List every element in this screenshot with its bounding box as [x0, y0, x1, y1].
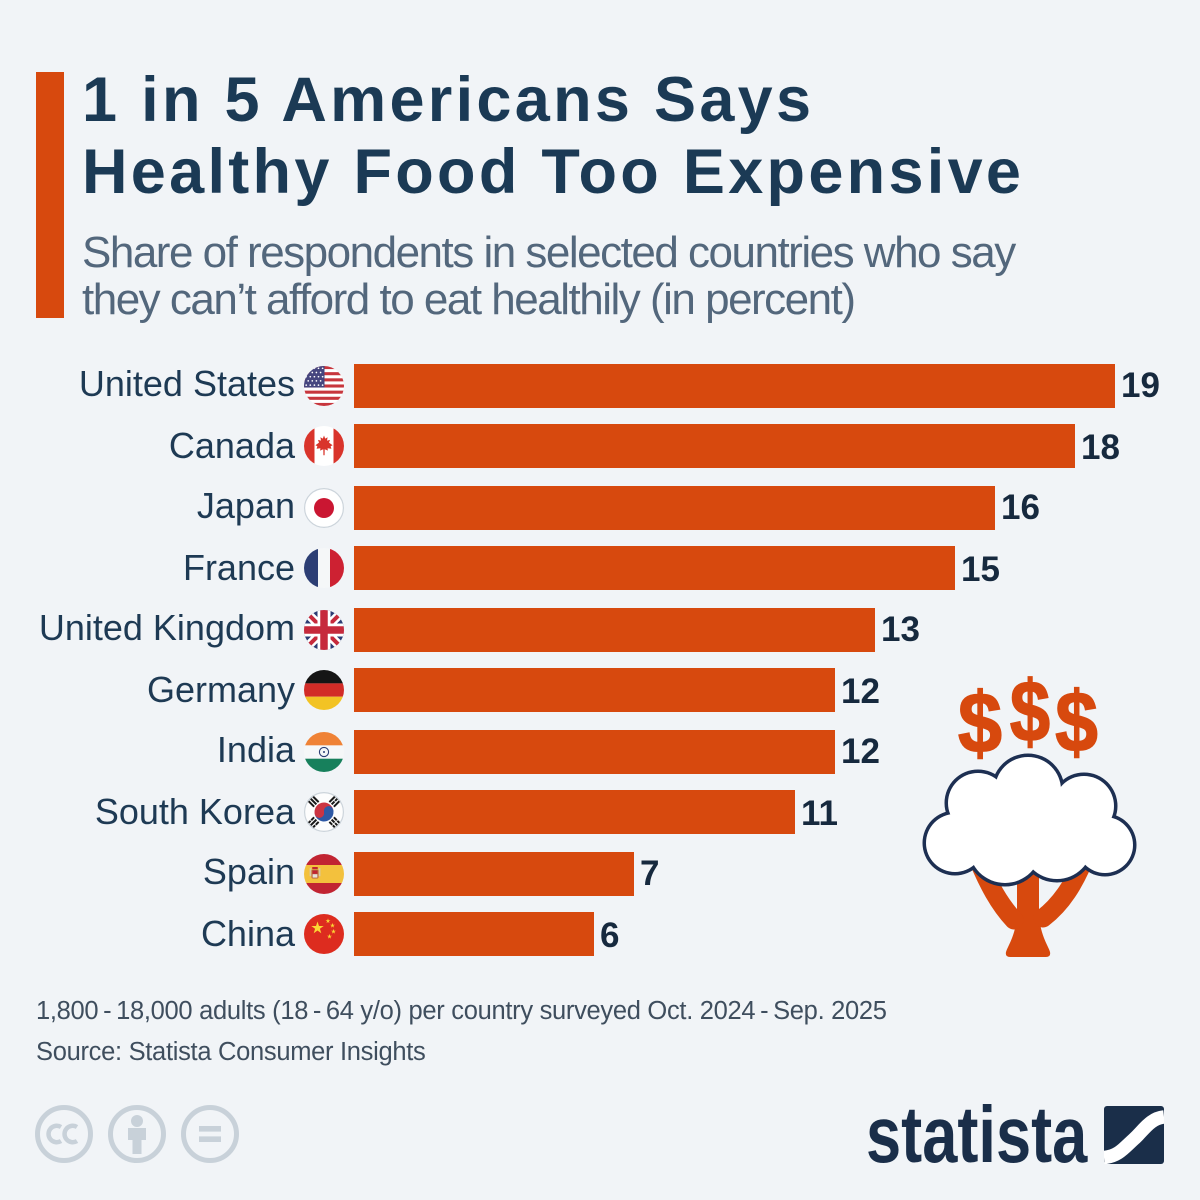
svg-text:$: $ — [1010, 663, 1050, 759]
svg-text:$: $ — [1055, 675, 1098, 770]
svg-text:$: $ — [958, 676, 1002, 770]
